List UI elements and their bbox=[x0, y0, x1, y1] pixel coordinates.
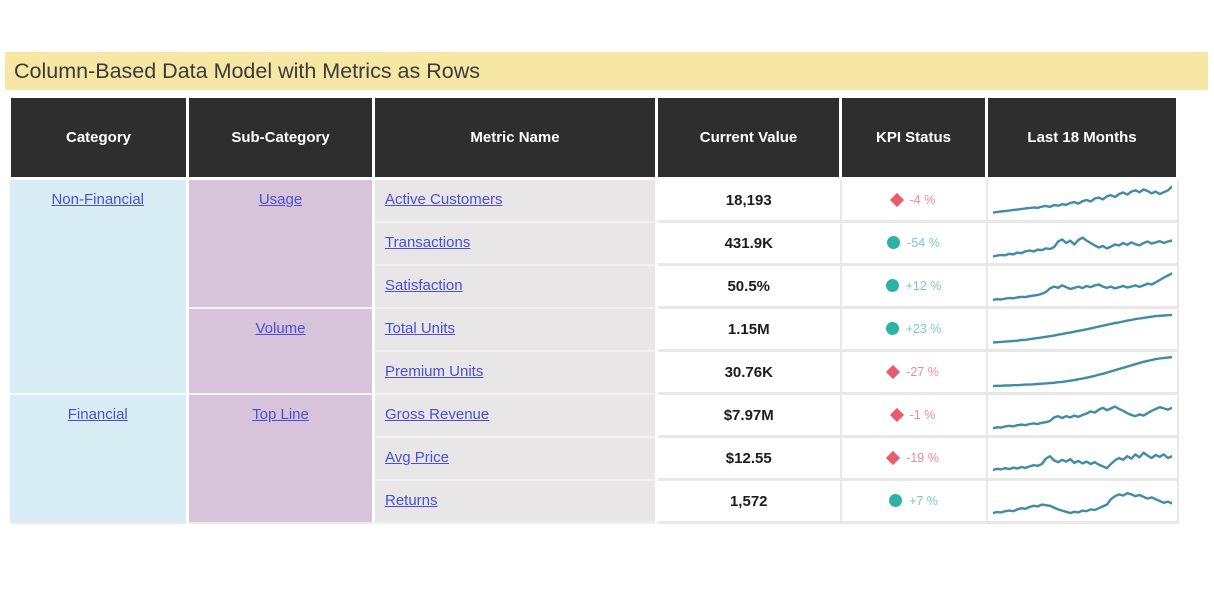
sparkline-last-18-months bbox=[992, 185, 1172, 214]
visual-title: Column-Based Data Model with Metrics as … bbox=[5, 52, 1208, 90]
metric-name-cell: Avg Price bbox=[373, 436, 658, 481]
kpi-delta-label: +12 % bbox=[905, 279, 942, 293]
kpi-status-cell: +12 % bbox=[840, 264, 988, 309]
metrics-table: Category Sub-Category Metric Name Current V… bbox=[8, 95, 1179, 524]
category-cell: Non-Financial bbox=[9, 178, 189, 394]
category-link[interactable]: Non-Financial bbox=[51, 191, 145, 208]
metric-name-cell: Satisfaction bbox=[373, 264, 658, 309]
subcategory-link[interactable]: Top Line bbox=[252, 405, 309, 423]
metric-link[interactable]: Gross Revenue bbox=[385, 406, 490, 423]
metric-link[interactable]: Transactions bbox=[385, 234, 471, 251]
sparkline-cell bbox=[986, 393, 1179, 438]
column-header-metric-name[interactable]: Metric Name bbox=[372, 95, 658, 180]
column-header-current-value[interactable]: Current Value bbox=[655, 95, 842, 180]
sparkline-last-18-months bbox=[992, 355, 1172, 388]
current-value-cell: 18,193 bbox=[656, 178, 842, 223]
current-value-cell: 431.9K bbox=[656, 221, 842, 266]
kpi-delta-label: -1 % bbox=[909, 408, 936, 422]
kpi-status-cell: -4 % bbox=[840, 178, 988, 223]
metric-name-cell: Active Customers bbox=[373, 178, 658, 223]
category-link[interactable]: Financial bbox=[67, 405, 128, 423]
kpi-up-circle-icon bbox=[889, 494, 903, 507]
kpi-status-cell: +23 % bbox=[840, 307, 988, 352]
metric-link[interactable]: Premium Units bbox=[385, 363, 484, 380]
subcategory-cell: Volume bbox=[187, 306, 375, 394]
table-header-row: Category Sub-Category Metric Name Current V… bbox=[8, 95, 1179, 180]
current-value-cell: $7.97M bbox=[656, 393, 842, 438]
kpi-down-diamond-icon bbox=[889, 192, 904, 208]
subcategory-link[interactable]: Volume bbox=[255, 319, 306, 337]
column-header-sub-category[interactable]: Sub-Category bbox=[186, 95, 375, 180]
kpi-down-diamond-icon bbox=[886, 364, 901, 380]
column-header-category[interactable]: Category bbox=[8, 95, 189, 180]
kpi-delta-label: -19 % bbox=[906, 451, 939, 465]
sparkline-cell bbox=[986, 307, 1179, 352]
table-row: Premium Units 30.76K -27 % bbox=[10, 350, 1179, 395]
sparkline-last-18-months bbox=[992, 491, 1172, 515]
sparkline-cell bbox=[986, 178, 1179, 223]
current-value-cell: 50.5% bbox=[656, 264, 842, 309]
subcategory-cell: Usage bbox=[187, 178, 375, 308]
kpi-delta-label: +23 % bbox=[905, 322, 942, 336]
current-value-cell: 1,572 bbox=[656, 479, 842, 524]
table-row: Returns 1,572 +7 % bbox=[10, 479, 1179, 524]
kpi-delta-label: -54 % bbox=[907, 236, 940, 250]
column-header-kpi-status[interactable]: KPI Status bbox=[839, 95, 988, 180]
metric-link[interactable]: Satisfaction bbox=[385, 277, 463, 294]
kpi-status-cell: -27 % bbox=[840, 350, 988, 395]
table-row: Non-Financial Usage Active Customers 18,193… bbox=[9, 178, 1179, 394]
kpi-delta-label: -27 % bbox=[906, 365, 939, 379]
sparkline-cell bbox=[986, 264, 1179, 309]
current-value-cell: $12.55 bbox=[656, 436, 842, 481]
sparkline-cell bbox=[986, 436, 1179, 481]
metric-name-cell: Returns bbox=[373, 479, 658, 524]
sparkline-cell bbox=[986, 350, 1179, 395]
kpi-down-diamond-icon bbox=[889, 407, 904, 423]
kpi-down-diamond-icon bbox=[886, 450, 901, 466]
metric-name-cell: Total Units bbox=[373, 307, 658, 352]
sparkline-last-18-months bbox=[992, 451, 1172, 472]
table-row: Avg Price $12.55 -19 % bbox=[10, 436, 1179, 481]
sparkline-last-18-months bbox=[992, 272, 1172, 301]
kpi-up-circle-icon bbox=[887, 236, 901, 249]
table-row: Volume Total Units 1.15M +23 % bbox=[10, 306, 1179, 394]
table-row: Transactions 431.9K -54 % bbox=[10, 221, 1179, 266]
sparkline-last-18-months bbox=[992, 313, 1172, 344]
kpi-delta-label: -4 % bbox=[909, 193, 936, 207]
kpi-status-cell: -19 % bbox=[840, 436, 988, 481]
kpi-status-cell: +7 % bbox=[840, 479, 988, 524]
subcategory-cell: Top Line bbox=[187, 392, 375, 523]
sparkline-last-18-months bbox=[992, 236, 1172, 258]
current-value-cell: 1.15M bbox=[656, 307, 842, 352]
table-row: Satisfaction 50.5% +12 % bbox=[10, 264, 1179, 309]
metric-link[interactable]: Returns bbox=[385, 492, 438, 509]
sparkline-cell bbox=[986, 479, 1179, 524]
kpi-status-cell: -1 % bbox=[840, 393, 988, 438]
column-header-last-18-months[interactable]: Last 18 Months bbox=[985, 95, 1179, 180]
metric-name-cell: Premium Units bbox=[373, 350, 658, 395]
sparkline-cell bbox=[986, 221, 1179, 266]
kpi-delta-label: +7 % bbox=[909, 494, 938, 508]
metric-link[interactable]: Avg Price bbox=[385, 449, 449, 466]
metric-link[interactable]: Total Units bbox=[385, 320, 456, 337]
category-cell: Financial bbox=[9, 392, 189, 523]
table-row: Financial Top Line Gross Revenue $7.97M -1 % bbox=[9, 392, 1179, 523]
metric-name-cell: Transactions bbox=[373, 221, 658, 266]
sparkline-last-18-months bbox=[992, 405, 1172, 430]
kpi-up-circle-icon bbox=[885, 322, 899, 335]
subcategory-link[interactable]: Usage bbox=[258, 191, 303, 208]
metric-name-cell: Gross Revenue bbox=[373, 393, 658, 438]
kpi-status-cell: -54 % bbox=[840, 221, 988, 266]
current-value-cell: 30.76K bbox=[656, 350, 842, 395]
report-page: Column-Based Data Model with Metrics as … bbox=[5, 52, 1208, 524]
metric-link[interactable]: Active Customers bbox=[385, 191, 503, 209]
kpi-up-circle-icon bbox=[885, 279, 899, 292]
